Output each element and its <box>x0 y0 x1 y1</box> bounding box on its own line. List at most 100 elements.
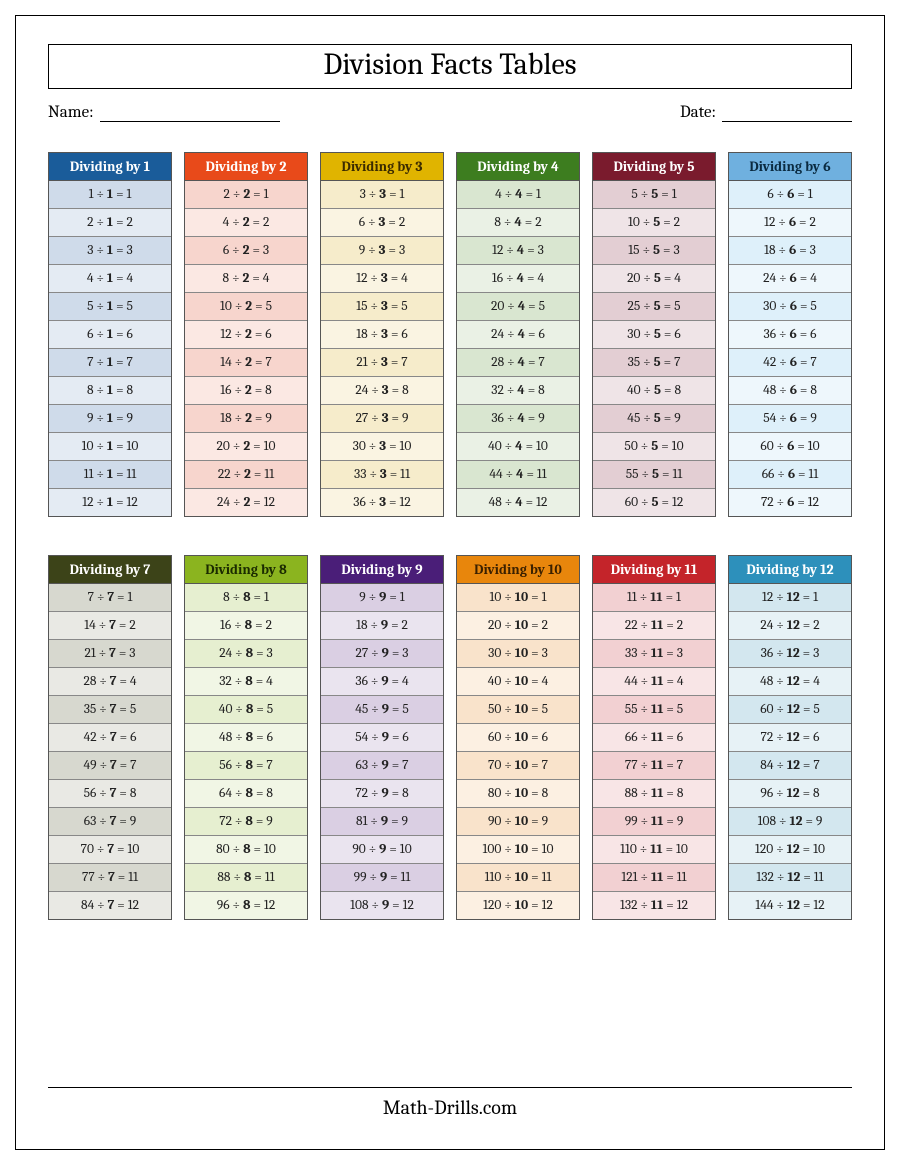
table-row: 10 ÷ 1 = 10 <box>49 433 171 461</box>
table-row: 28 ÷ 7 = 4 <box>49 668 171 696</box>
table-row: 18 ÷ 6 = 3 <box>729 237 851 265</box>
table-row: 8 ÷ 8 = 1 <box>185 584 307 612</box>
table-row: 4 ÷ 1 = 4 <box>49 265 171 293</box>
table-row: 132 ÷ 11 = 12 <box>593 892 715 919</box>
table-row: 12 ÷ 4 = 3 <box>457 237 579 265</box>
table-header: Dividing by 7 <box>49 556 171 584</box>
table-row: 24 ÷ 6 = 4 <box>729 265 851 293</box>
table-row: 12 ÷ 2 = 6 <box>185 321 307 349</box>
table-row: 40 ÷ 4 = 10 <box>457 433 579 461</box>
table-row: 27 ÷ 3 = 9 <box>321 405 443 433</box>
name-field: Name: <box>48 103 280 122</box>
table-row: 48 ÷ 8 = 6 <box>185 724 307 752</box>
date-label: Date: <box>680 103 716 122</box>
table-row: 24 ÷ 2 = 12 <box>185 489 307 516</box>
table-row: 99 ÷ 11 = 9 <box>593 808 715 836</box>
division-table-8: Dividing by 88 ÷ 8 = 116 ÷ 8 = 224 ÷ 8 =… <box>184 555 308 920</box>
table-row: 54 ÷ 9 = 6 <box>321 724 443 752</box>
table-header: Dividing by 6 <box>729 153 851 181</box>
table-row: 90 ÷ 9 = 10 <box>321 836 443 864</box>
table-row: 84 ÷ 7 = 12 <box>49 892 171 919</box>
table-row: 2 ÷ 1 = 2 <box>49 209 171 237</box>
table-header: Dividing by 1 <box>49 153 171 181</box>
table-row: 56 ÷ 7 = 8 <box>49 780 171 808</box>
table-row: 21 ÷ 3 = 7 <box>321 349 443 377</box>
table-row: 7 ÷ 7 = 1 <box>49 584 171 612</box>
division-table-2: Dividing by 22 ÷ 2 = 14 ÷ 2 = 26 ÷ 2 = 3… <box>184 152 308 517</box>
table-header: Dividing by 9 <box>321 556 443 584</box>
table-row: 32 ÷ 4 = 8 <box>457 377 579 405</box>
division-table-9: Dividing by 99 ÷ 9 = 118 ÷ 9 = 227 ÷ 9 =… <box>320 555 444 920</box>
table-row: 24 ÷ 12 = 2 <box>729 612 851 640</box>
table-row: 96 ÷ 8 = 12 <box>185 892 307 919</box>
table-row: 72 ÷ 6 = 12 <box>729 489 851 516</box>
table-row: 35 ÷ 5 = 7 <box>593 349 715 377</box>
table-row: 9 ÷ 1 = 9 <box>49 405 171 433</box>
table-row: 100 ÷ 10 = 10 <box>457 836 579 864</box>
table-row: 5 ÷ 5 = 1 <box>593 181 715 209</box>
table-row: 3 ÷ 3 = 1 <box>321 181 443 209</box>
table-row: 32 ÷ 8 = 4 <box>185 668 307 696</box>
division-table-10: Dividing by 1010 ÷ 10 = 120 ÷ 10 = 230 ÷… <box>456 555 580 920</box>
table-row: 33 ÷ 3 = 11 <box>321 461 443 489</box>
table-row: 63 ÷ 7 = 9 <box>49 808 171 836</box>
table-header: Dividing by 2 <box>185 153 307 181</box>
table-row: 10 ÷ 5 = 2 <box>593 209 715 237</box>
table-row: 5 ÷ 1 = 5 <box>49 293 171 321</box>
table-row: 24 ÷ 4 = 6 <box>457 321 579 349</box>
table-row: 36 ÷ 4 = 9 <box>457 405 579 433</box>
table-header: Dividing by 12 <box>729 556 851 584</box>
table-header: Dividing by 4 <box>457 153 579 181</box>
table-row: 120 ÷ 10 = 12 <box>457 892 579 919</box>
table-row: 77 ÷ 11 = 7 <box>593 752 715 780</box>
table-row: 4 ÷ 4 = 1 <box>457 181 579 209</box>
table-row: 18 ÷ 2 = 9 <box>185 405 307 433</box>
table-row: 44 ÷ 4 = 11 <box>457 461 579 489</box>
table-row: 110 ÷ 10 = 11 <box>457 864 579 892</box>
table-row: 40 ÷ 10 = 4 <box>457 668 579 696</box>
division-table-12: Dividing by 1212 ÷ 12 = 124 ÷ 12 = 236 ÷… <box>728 555 852 920</box>
table-row: 45 ÷ 5 = 9 <box>593 405 715 433</box>
table-row: 60 ÷ 12 = 5 <box>729 696 851 724</box>
table-row: 48 ÷ 6 = 8 <box>729 377 851 405</box>
table-row: 64 ÷ 8 = 8 <box>185 780 307 808</box>
table-row: 8 ÷ 2 = 4 <box>185 265 307 293</box>
table-row: 96 ÷ 12 = 8 <box>729 780 851 808</box>
table-row: 18 ÷ 9 = 2 <box>321 612 443 640</box>
table-row: 60 ÷ 5 = 12 <box>593 489 715 516</box>
table-row: 20 ÷ 10 = 2 <box>457 612 579 640</box>
table-row: 77 ÷ 7 = 11 <box>49 864 171 892</box>
table-row: 36 ÷ 9 = 4 <box>321 668 443 696</box>
date-blank-line <box>722 121 852 122</box>
table-row: 7 ÷ 1 = 7 <box>49 349 171 377</box>
table-row: 12 ÷ 1 = 12 <box>49 489 171 516</box>
table-row: 132 ÷ 12 = 11 <box>729 864 851 892</box>
table-row: 16 ÷ 8 = 2 <box>185 612 307 640</box>
table-row: 10 ÷ 2 = 5 <box>185 293 307 321</box>
division-table-6: Dividing by 66 ÷ 6 = 112 ÷ 6 = 218 ÷ 6 =… <box>728 152 852 517</box>
table-row: 90 ÷ 10 = 9 <box>457 808 579 836</box>
table-row: 25 ÷ 5 = 5 <box>593 293 715 321</box>
division-table-7: Dividing by 77 ÷ 7 = 114 ÷ 7 = 221 ÷ 7 =… <box>48 555 172 920</box>
table-header: Dividing by 3 <box>321 153 443 181</box>
table-row: 54 ÷ 6 = 9 <box>729 405 851 433</box>
table-row: 9 ÷ 9 = 1 <box>321 584 443 612</box>
table-row: 44 ÷ 11 = 4 <box>593 668 715 696</box>
division-table-5: Dividing by 55 ÷ 5 = 110 ÷ 5 = 215 ÷ 5 =… <box>592 152 716 517</box>
table-row: 60 ÷ 6 = 10 <box>729 433 851 461</box>
table-row: 45 ÷ 9 = 5 <box>321 696 443 724</box>
table-header: Dividing by 8 <box>185 556 307 584</box>
division-table-4: Dividing by 44 ÷ 4 = 18 ÷ 4 = 212 ÷ 4 = … <box>456 152 580 517</box>
table-row: 12 ÷ 12 = 1 <box>729 584 851 612</box>
division-table-3: Dividing by 33 ÷ 3 = 16 ÷ 3 = 29 ÷ 3 = 3… <box>320 152 444 517</box>
table-row: 72 ÷ 12 = 6 <box>729 724 851 752</box>
table-header: Dividing by 11 <box>593 556 715 584</box>
table-row: 30 ÷ 6 = 5 <box>729 293 851 321</box>
division-table-11: Dividing by 1111 ÷ 11 = 122 ÷ 11 = 233 ÷… <box>592 555 716 920</box>
table-row: 60 ÷ 10 = 6 <box>457 724 579 752</box>
table-row: 48 ÷ 4 = 12 <box>457 489 579 516</box>
table-header: Dividing by 5 <box>593 153 715 181</box>
table-row: 16 ÷ 4 = 4 <box>457 265 579 293</box>
table-row: 27 ÷ 9 = 3 <box>321 640 443 668</box>
table-row: 21 ÷ 7 = 3 <box>49 640 171 668</box>
